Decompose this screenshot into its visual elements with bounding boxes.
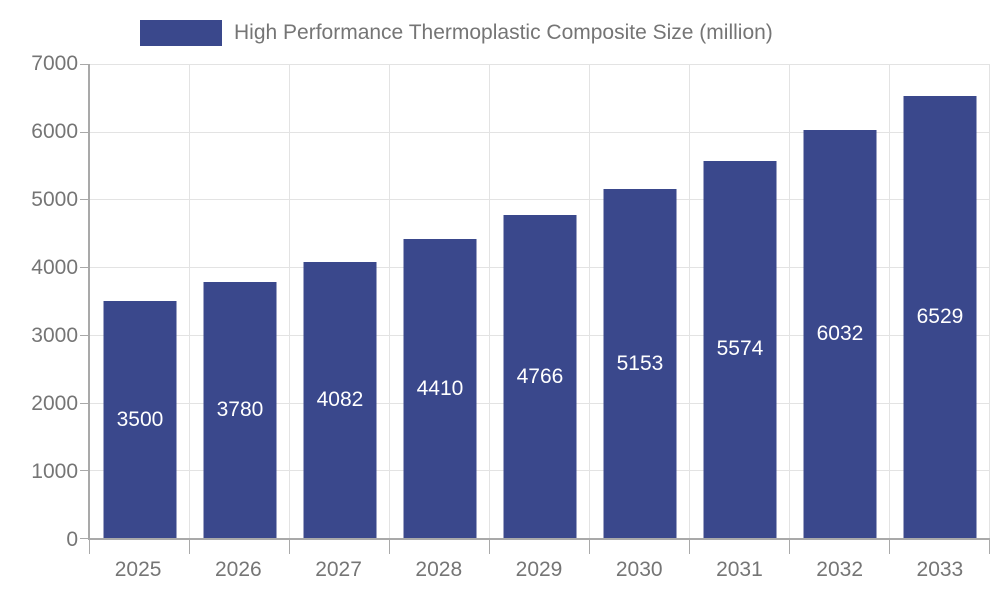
bar-2030: 5153 <box>603 189 677 538</box>
legend-label: High Performance Thermoplastic Composite… <box>234 21 773 44</box>
y-tick-label: 3000 <box>31 324 78 347</box>
x-tick-mark <box>688 538 690 554</box>
x-axis: 2025 2026 2027 2028 2029 2030 2031 2032 2033 <box>88 558 990 590</box>
bar-value-label: 3780 <box>216 398 264 422</box>
bar-2027: 4082 <box>303 261 377 538</box>
y-tick-mark <box>80 131 90 133</box>
x-tick-label: 2031 <box>716 558 763 581</box>
y-axis: 0 1000 2000 3000 4000 5000 6000 7000 <box>0 52 78 551</box>
legend: High Performance Thermoplastic Composite… <box>140 18 773 48</box>
v-gridline <box>188 64 190 538</box>
v-gridline <box>888 64 890 538</box>
bar-2029: 4766 <box>503 215 577 538</box>
bar-2031: 5574 <box>703 160 777 538</box>
v-gridline <box>989 64 990 538</box>
y-tick-label: 4000 <box>31 256 78 279</box>
h-gridline <box>90 64 990 65</box>
x-tick-mark <box>488 538 490 554</box>
bar-2026: 3780 <box>203 282 277 538</box>
y-tick-mark <box>80 199 90 201</box>
v-gridline <box>789 64 790 538</box>
bar-value-label: 5574 <box>716 337 764 361</box>
bar-value-label: 3500 <box>116 407 164 431</box>
v-gridline <box>589 64 590 538</box>
bar-2025: 3500 <box>103 301 177 538</box>
x-tick-label: 2026 <box>214 558 262 581</box>
bar-2032: 6032 <box>803 129 877 538</box>
y-tick-label: 6000 <box>31 120 78 143</box>
y-tick-label: 0 <box>66 528 78 551</box>
x-tick-label: 2030 <box>615 558 663 581</box>
y-tick-mark <box>80 538 90 539</box>
y-tick-mark <box>80 267 90 269</box>
legend-swatch <box>140 20 222 46</box>
bar-value-label: 4410 <box>416 376 464 400</box>
x-tick-mark <box>888 538 890 554</box>
bar-value-label: 4082 <box>316 387 364 411</box>
x-tick-mark <box>388 538 390 554</box>
y-tick-label: 7000 <box>31 52 78 75</box>
bar-value-label: 6529 <box>916 304 964 328</box>
x-tick-label: 2033 <box>916 558 964 581</box>
y-tick-label: 5000 <box>31 188 78 211</box>
x-tick-mark <box>589 538 590 554</box>
x-tick-mark <box>188 538 190 554</box>
v-gridline <box>488 64 490 538</box>
v-gridline <box>288 64 290 538</box>
x-tick-mark <box>288 538 290 554</box>
v-gridline <box>688 64 690 538</box>
y-tick-mark <box>80 64 90 65</box>
x-tick-mark <box>89 538 90 554</box>
x-tick-label: 2025 <box>114 558 162 581</box>
bar-value-label: 4766 <box>516 364 564 388</box>
x-tick-label: 2029 <box>515 558 563 581</box>
x-tick-label: 2032 <box>816 558 864 581</box>
bar-value-label: 5153 <box>616 351 664 375</box>
bar-2033: 6529 <box>903 95 977 538</box>
plot-area: 3500 3780 4082 4410 4766 5153 5574 6032 6529 <box>80 64 990 554</box>
v-gridline <box>388 64 390 538</box>
x-tick-label: 2028 <box>415 558 463 581</box>
h-gridline <box>90 199 990 201</box>
h-gridline <box>90 131 990 133</box>
y-tick-mark <box>80 470 90 472</box>
y-tick-mark <box>80 334 90 336</box>
y-tick-mark <box>80 402 90 404</box>
x-tick-mark <box>789 538 790 554</box>
bar-value-label: 6032 <box>816 321 864 345</box>
x-tick-label: 2027 <box>315 558 362 581</box>
x-tick-mark <box>989 538 990 554</box>
y-tick-label: 1000 <box>31 460 78 483</box>
bar-2028: 4410 <box>403 239 477 538</box>
y-tick-label: 2000 <box>31 392 78 415</box>
